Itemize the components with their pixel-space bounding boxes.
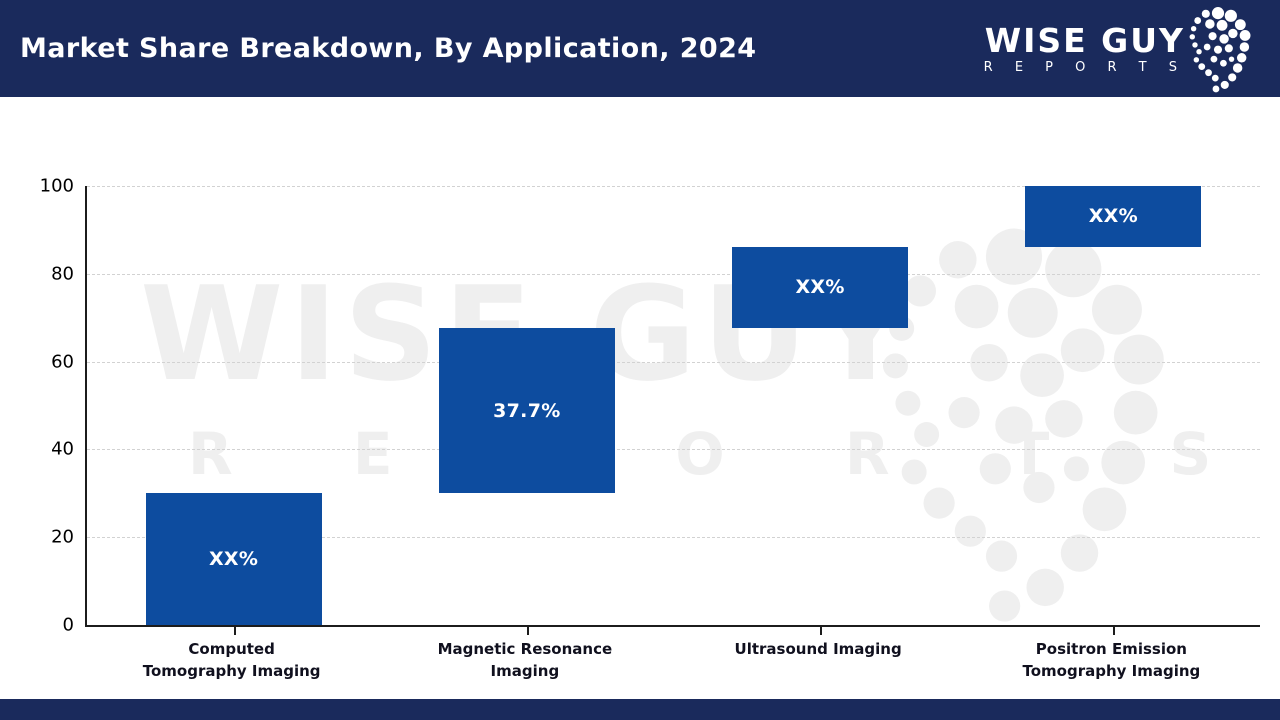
footer-bar <box>0 699 1280 720</box>
bar-value-label: XX% <box>795 276 845 299</box>
gridline <box>87 361 1260 363</box>
category-label: Computed Tomography Imaging <box>142 640 321 680</box>
chart-area: WISE GUY R E P O R T S XX% 37.7% X <box>0 97 1280 700</box>
dotted-head-logo-icon <box>1189 6 1251 92</box>
x-tick <box>233 627 236 635</box>
gridline <box>87 273 1260 275</box>
bar-0[interactable]: XX% <box>145 493 322 625</box>
logo-wordmark: WISE GUY <box>984 20 1185 60</box>
plot-area: XX% 37.7% XX% XX% <box>85 186 1260 635</box>
gridline <box>87 537 1260 539</box>
logo-text: WISE GUY R E P O R T S <box>984 24 1186 74</box>
logo-subtitle: R E P O R T S <box>983 59 1186 75</box>
y-tick-label: 100 <box>39 175 74 197</box>
bar-3[interactable]: XX% <box>1025 186 1202 247</box>
y-tick-label: 40 <box>51 438 74 460</box>
x-tick <box>526 627 529 635</box>
bar-value-label: XX% <box>1088 205 1138 228</box>
x-tick <box>1113 627 1116 635</box>
y-tick-label: 80 <box>51 263 74 285</box>
wise-guy-logo: WISE GUY R E P O R T S <box>984 5 1254 93</box>
category-label: Magnetic Resonance Imaging <box>437 640 613 680</box>
bar-2[interactable]: XX% <box>732 246 909 328</box>
gridline <box>87 186 1260 187</box>
page-title: Market Share Breakdown, By Application, … <box>20 33 757 64</box>
bar-1[interactable]: 37.7% <box>438 327 615 494</box>
category-label: Positron Emission Tomography Imaging <box>1022 640 1201 680</box>
category-label: Ultrasound Imaging <box>734 640 902 658</box>
header: Market Share Breakdown, By Application, … <box>0 0 1280 97</box>
bar-value-label: 37.7% <box>493 399 561 422</box>
y-tick-label: 20 <box>51 526 74 548</box>
gridline <box>87 449 1260 451</box>
bar-value-label: XX% <box>208 548 259 571</box>
y-tick-label: 0 <box>62 614 74 636</box>
x-tick <box>820 627 823 635</box>
y-tick-label: 60 <box>51 351 74 373</box>
